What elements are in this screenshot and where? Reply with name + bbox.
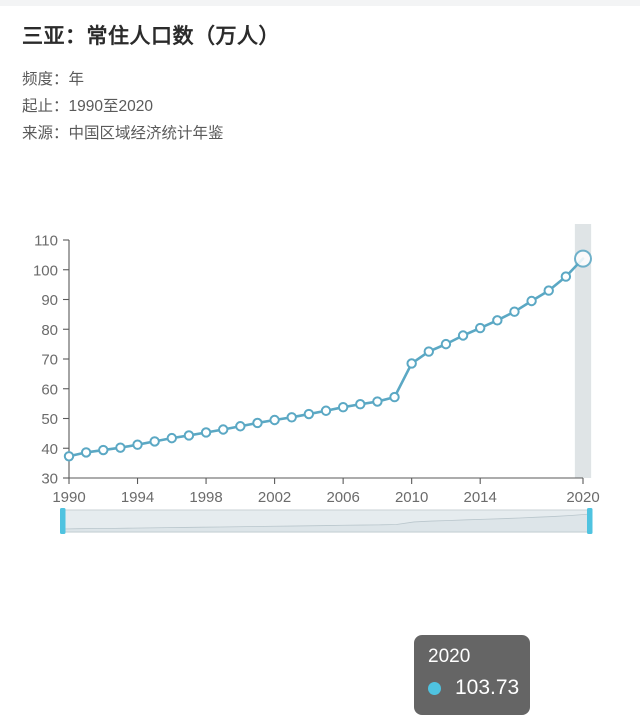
x-axis-tick-label: 2002 [258,489,291,506]
chart-tooltip: 2020 103.73 [414,635,530,715]
tooltip-value: 103.73 [455,676,520,699]
data-point-marker[interactable] [372,396,383,407]
tooltip-title: 2020 [428,646,471,667]
x-axis-tick-label: 2020 [566,489,599,506]
data-point-marker[interactable] [389,391,400,403]
y-axis-tick-label: 80 [41,322,58,339]
data-point-marker[interactable] [560,271,572,282]
data-point-marker[interactable] [440,338,452,350]
chart-header: 三亚：常住人口数（万人） 频度：年 起止：1990至2020 来源：中国区域经济… [22,22,622,147]
data-point-marker[interactable] [98,444,109,456]
datazoom-handle-right[interactable] [587,508,593,534]
data-point-marker[interactable] [509,306,520,317]
data-point-marker[interactable] [355,399,366,410]
meta-row-source: 来源：中国区域经济统计年鉴 [22,120,622,147]
datazoom-brush[interactable] [60,508,593,534]
data-point-marker[interactable] [218,424,229,435]
data-point-marker[interactable] [200,427,212,438]
meta-value-frequency: 年 [68,71,85,88]
x-axis-tick-label: 2014 [464,489,497,506]
highlighted-column [574,224,592,478]
page-title: 三亚：常住人口数（万人） [22,25,280,48]
line-chart-svg[interactable]: 30 40 50 60 70 80 90 100 110 1990 1994 1998 2002 200… [0,208,640,555]
tooltip-series-dot-icon [428,681,441,695]
x-axis-tick-label: 2010 [395,489,428,506]
meta-value-source: 中国区域经济统计年鉴 [68,125,224,142]
data-point-marker[interactable] [406,358,417,369]
data-point-marker[interactable] [526,295,537,307]
y-axis-tick-label: 90 [41,292,58,309]
data-point-marker[interactable] [149,436,160,447]
tooltip-series-row: 103.73 [428,676,530,700]
meta-label-range: 起止： [22,98,69,115]
y-axis-ticks: 30 40 50 60 70 80 90 100 110 [33,233,69,488]
x-axis-tick-label: 2006 [326,489,359,506]
y-axis-tick-label: 40 [41,441,58,458]
data-point-marker[interactable] [269,414,280,426]
data-point-marker[interactable] [457,330,469,341]
y-axis-tick-label: 110 [34,233,58,250]
y-axis-tick-label: 100 [33,262,58,279]
data-point-marker[interactable] [63,451,75,462]
data-point-marker[interactable] [115,442,126,453]
data-point-marker[interactable] [183,430,195,441]
meta-value-range: 1990至2020 [68,98,153,115]
datazoom-preview-area [61,513,591,533]
series-line-population[interactable] [67,257,585,458]
x-axis-tick-label: 1998 [189,489,222,506]
y-axis-tick-label: 30 [41,471,58,488]
y-axis-tick-label: 70 [41,352,58,369]
data-point-marker[interactable] [475,322,486,334]
top-divider [0,0,640,6]
data-point-marker-selected[interactable] [574,249,592,268]
meta-label-source: 来源： [22,125,69,142]
y-axis-tick-label: 60 [41,381,58,398]
data-point-markers[interactable] [63,249,592,462]
data-point-marker[interactable] [492,315,503,326]
data-point-marker[interactable] [303,408,315,420]
series-layer[interactable] [67,257,585,458]
data-point-marker[interactable] [320,405,332,416]
meta-row-frequency: 频度：年 [22,66,622,93]
data-point-marker[interactable] [423,346,434,357]
datazoom-handle-left[interactable] [60,508,66,534]
chart-plot-area[interactable]: 30 40 50 60 70 80 90 100 110 1990 1994 1998 2002 200… [0,208,640,715]
data-point-marker[interactable] [337,401,349,413]
data-point-marker[interactable] [286,412,297,423]
meta-row-range: 起止：1990至2020 [22,93,622,120]
data-point-marker[interactable] [132,439,143,450]
data-point-marker[interactable] [235,421,246,432]
x-axis-tick-label: 1990 [52,489,85,506]
highlight-column-layer [574,224,592,478]
data-point-marker[interactable] [80,447,92,458]
data-point-marker[interactable] [166,432,178,444]
x-axis-tick-label: 1994 [121,489,154,506]
data-point-marker[interactable] [252,417,263,429]
chart-meta-list: 频度：年 起止：1990至2020 来源：中国区域经济统计年鉴 [22,66,622,147]
meta-label-frequency: 频度： [22,71,69,88]
y-axis-tick-label: 50 [41,411,58,428]
data-point-marker[interactable] [543,285,554,296]
x-axis-ticks: 1990 1994 1998 2002 2006 2010 2014 2020 [52,478,600,506]
